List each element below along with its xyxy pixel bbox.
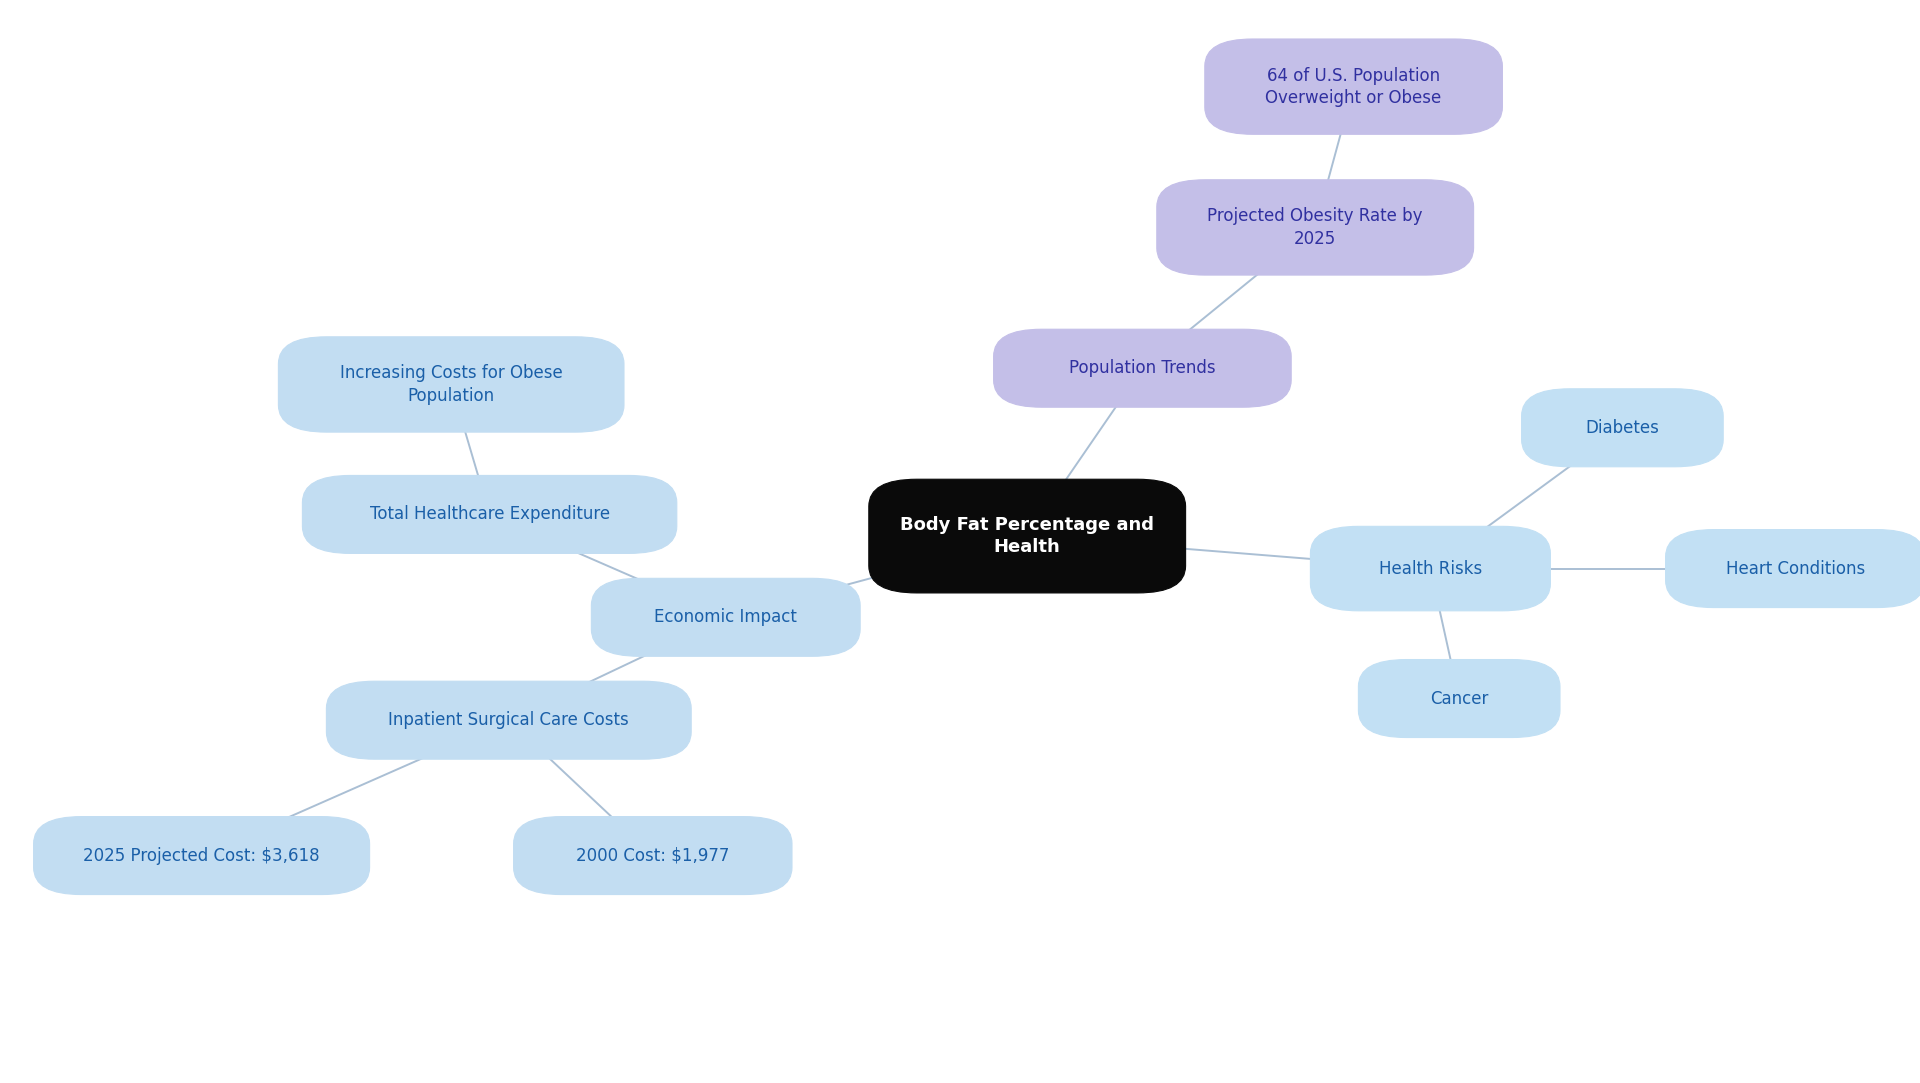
Text: Health Risks: Health Risks — [1379, 560, 1482, 577]
FancyBboxPatch shape — [1521, 389, 1722, 467]
FancyBboxPatch shape — [1359, 660, 1559, 738]
FancyBboxPatch shape — [1206, 39, 1501, 134]
Text: Cancer: Cancer — [1430, 690, 1488, 707]
Text: Population Trends: Population Trends — [1069, 360, 1215, 377]
FancyBboxPatch shape — [868, 479, 1187, 593]
Text: 64 of U.S. Population
Overweight or Obese: 64 of U.S. Population Overweight or Obes… — [1265, 66, 1442, 107]
FancyBboxPatch shape — [1309, 526, 1551, 611]
FancyBboxPatch shape — [326, 681, 691, 759]
FancyBboxPatch shape — [278, 337, 624, 432]
FancyBboxPatch shape — [591, 578, 860, 656]
FancyBboxPatch shape — [1667, 530, 1920, 608]
FancyBboxPatch shape — [1156, 180, 1475, 275]
Text: Body Fat Percentage and
Health: Body Fat Percentage and Health — [900, 516, 1154, 557]
Text: Projected Obesity Rate by
2025: Projected Obesity Rate by 2025 — [1208, 207, 1423, 248]
Text: Increasing Costs for Obese
Population: Increasing Costs for Obese Population — [340, 364, 563, 405]
FancyBboxPatch shape — [995, 329, 1290, 407]
FancyBboxPatch shape — [301, 475, 678, 553]
Text: Diabetes: Diabetes — [1586, 419, 1659, 436]
Text: 2000 Cost: $1,977: 2000 Cost: $1,977 — [576, 847, 730, 864]
Text: Heart Conditions: Heart Conditions — [1726, 560, 1864, 577]
Text: 2025 Projected Cost: $3,618: 2025 Projected Cost: $3,618 — [83, 847, 321, 864]
FancyBboxPatch shape — [515, 817, 793, 895]
Text: Inpatient Surgical Care Costs: Inpatient Surgical Care Costs — [388, 712, 630, 729]
Text: Total Healthcare Expenditure: Total Healthcare Expenditure — [369, 506, 611, 523]
FancyBboxPatch shape — [33, 817, 369, 895]
Text: Economic Impact: Economic Impact — [655, 609, 797, 626]
